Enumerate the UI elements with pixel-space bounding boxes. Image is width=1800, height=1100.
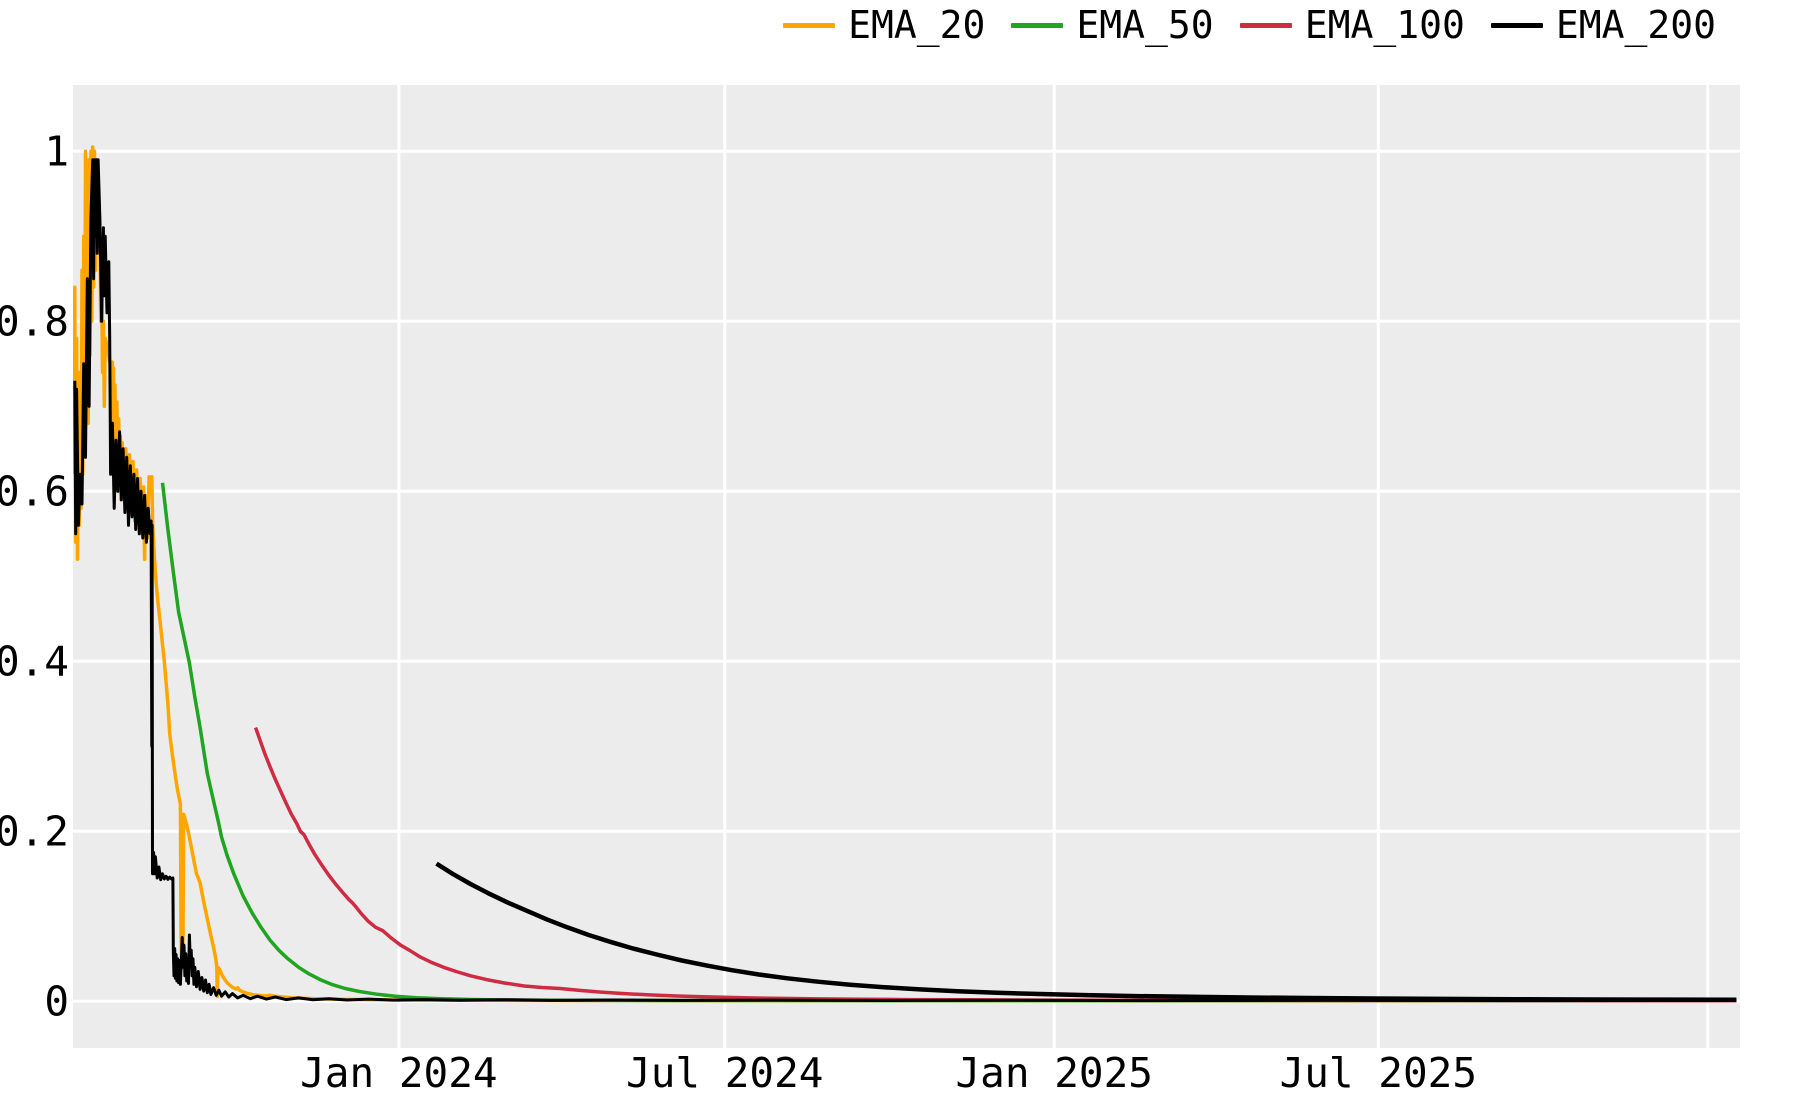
legend-line-ema-200-icon <box>1490 22 1543 28</box>
y-tick-label-1: 1 <box>44 127 69 175</box>
legend-label-ema-50: EMA_50 <box>1076 3 1214 47</box>
legend-line-ema-100-icon <box>1239 22 1292 28</box>
legend-line-ema-20-icon <box>783 22 836 28</box>
x-tick-label-jul-2024: Jul 2024 <box>626 1049 823 1097</box>
x-tick-label-jan-2025: Jan 2025 <box>955 1049 1152 1097</box>
x-tick-label-jul-2025: Jul 2025 <box>1280 1049 1477 1097</box>
legend-label-ema-100: EMA_100 <box>1304 3 1465 47</box>
legend-item-ema-20: EMA_20 <box>783 6 985 44</box>
legend-label-ema-200: EMA_200 <box>1555 3 1716 47</box>
legend-label-ema-20: EMA_20 <box>848 3 986 47</box>
y-tick-label-0: 0 <box>44 977 69 1025</box>
y-tick-label-0.4: 0.4 <box>0 637 69 685</box>
chart-legend: EMA_20 EMA_50 EMA_100 EMA_200 <box>783 6 1716 44</box>
plot-area <box>73 85 1740 1048</box>
legend-line-ema-50-icon <box>1011 22 1064 28</box>
legend-item-ema-200: EMA_200 <box>1490 3 1716 47</box>
x-tick-label-jan-2024: Jan 2024 <box>300 1049 497 1097</box>
legend-item-ema-100: EMA_100 <box>1239 3 1465 47</box>
y-tick-label-0.8: 0.8 <box>0 297 69 345</box>
legend-item-ema-50: EMA_50 <box>1011 3 1214 47</box>
series-line-price <box>73 158 1737 1003</box>
series-line-ema_20 <box>73 145 1737 1003</box>
y-tick-label-0.2: 0.2 <box>0 807 69 855</box>
y-tick-label-0.6: 0.6 <box>0 467 69 515</box>
series-line-ema_200 <box>435 861 1737 1002</box>
